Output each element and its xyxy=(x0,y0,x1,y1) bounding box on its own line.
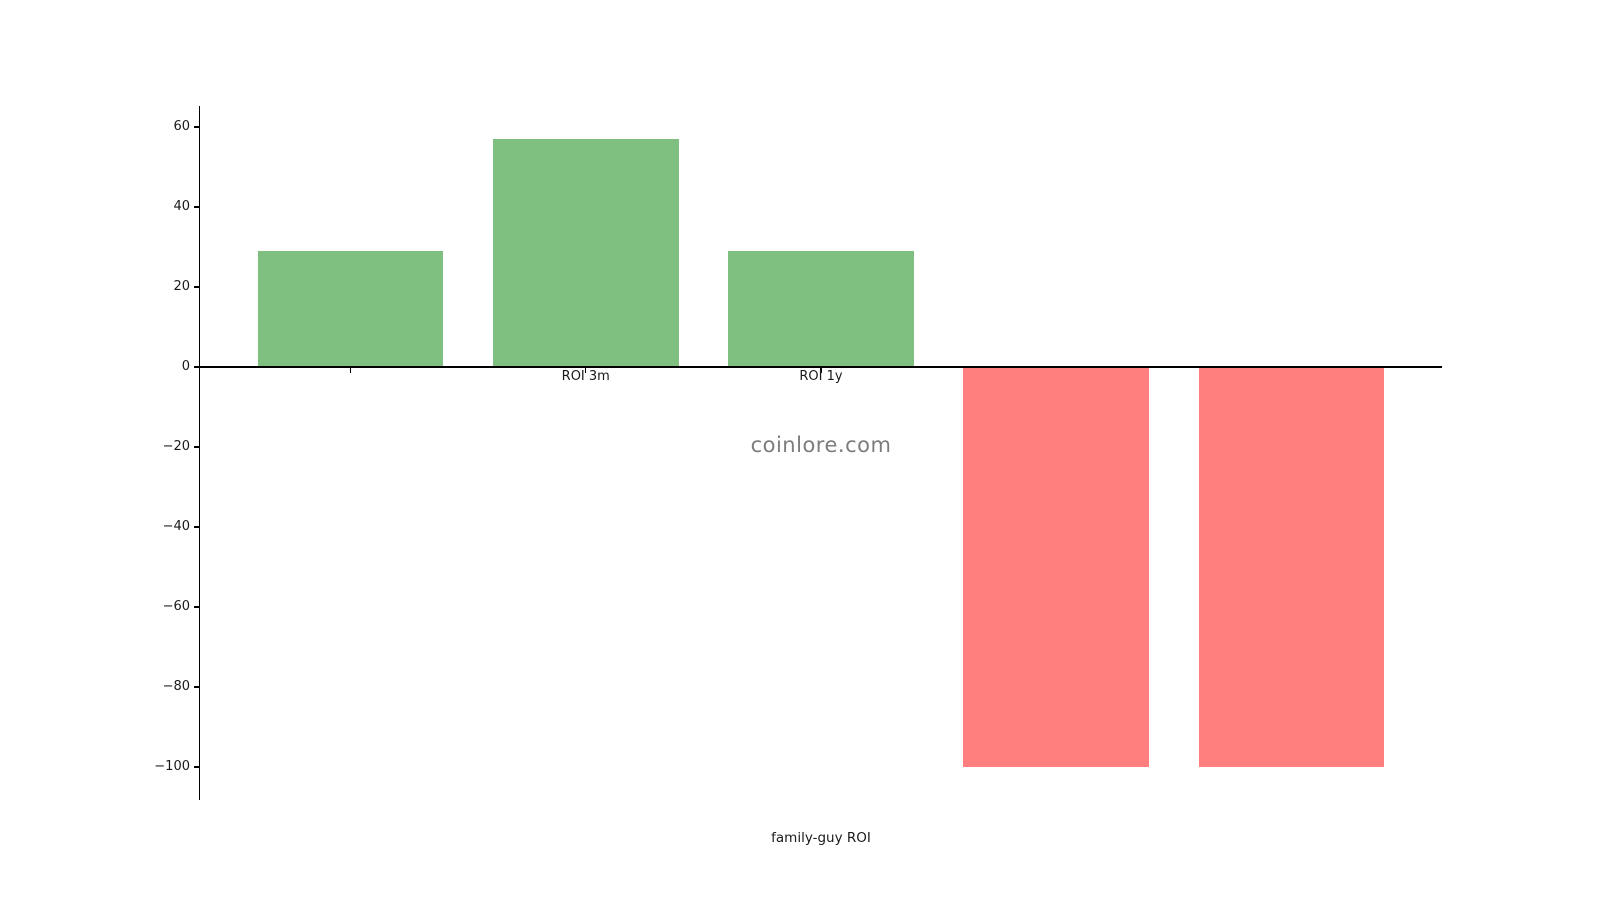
x-tick-label: ROI 3m xyxy=(561,368,610,384)
watermark-text: coinlore.com xyxy=(750,433,892,457)
x-tick-label: ROI 1y xyxy=(799,368,843,384)
y-tick-label: −80 xyxy=(162,679,190,694)
y-tick-mark xyxy=(194,606,200,608)
y-tick-mark xyxy=(194,206,200,208)
y-tick-mark xyxy=(194,686,200,688)
bar-category-1 xyxy=(257,251,444,367)
x-tick-mark xyxy=(820,367,822,373)
y-tick-mark xyxy=(194,286,200,288)
y-tick-label: 0 xyxy=(181,359,190,374)
bar-category-4 xyxy=(963,367,1150,767)
y-tick-mark xyxy=(194,126,200,128)
y-tick-label: −20 xyxy=(162,439,190,454)
y-tick-label: −60 xyxy=(162,599,190,614)
y-tick-mark xyxy=(194,366,200,368)
bar-roi-3m xyxy=(492,139,679,367)
chart-title: family-guy ROI xyxy=(771,830,871,846)
bar-roi-1y xyxy=(728,251,914,367)
x-tick-mark xyxy=(585,367,587,373)
y-tick-label: 60 xyxy=(173,119,190,134)
x-tick-mark xyxy=(349,367,352,373)
y-tick-label: 40 xyxy=(173,199,190,214)
y-tick-label: 20 xyxy=(173,279,190,294)
y-tick-label: −100 xyxy=(154,759,190,774)
y-axis-spine xyxy=(198,106,200,800)
bar-category-5 xyxy=(1198,367,1385,767)
y-tick-label: −40 xyxy=(162,519,190,534)
x-axis-zero-line xyxy=(200,366,1442,368)
y-tick-mark xyxy=(194,526,200,528)
y-tick-mark xyxy=(194,766,200,768)
y-tick-mark xyxy=(194,446,200,448)
